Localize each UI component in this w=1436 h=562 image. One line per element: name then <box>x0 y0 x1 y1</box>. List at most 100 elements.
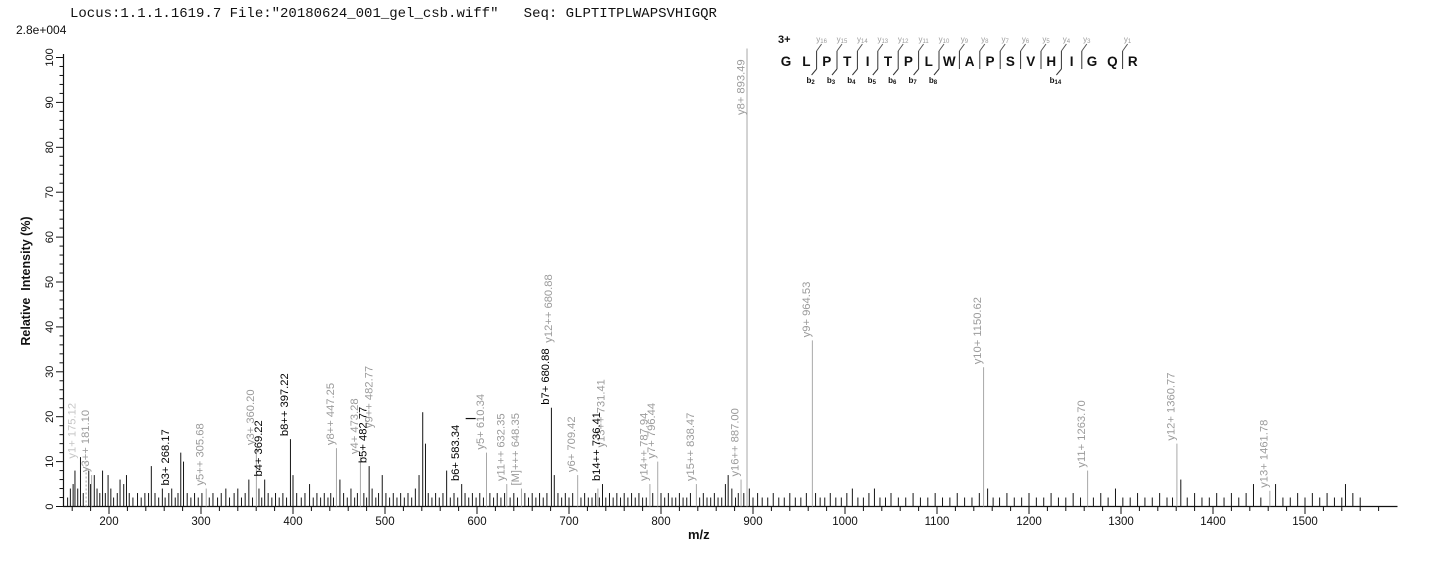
y-ion-slash <box>938 43 945 52</box>
x-axis-tick-label: 1400 <box>1200 516 1226 528</box>
peak-label-b3+: b3+ 268.17 <box>160 429 172 485</box>
y-ion-mark-y13: y13 <box>877 35 888 45</box>
y-axis-tick-label: 20 <box>44 411 56 423</box>
y-ion-mark-y14: y14 <box>857 35 868 45</box>
sequence-residue: G <box>781 54 792 69</box>
y-ion-slash <box>897 43 904 52</box>
peak-label-y5+: y5+ 610.34 <box>475 394 487 450</box>
x-axis-tick-label: 1000 <box>832 516 858 528</box>
peak-label-y13+: y13+ 1461.78 <box>1258 420 1270 488</box>
y-axis-tick-label: 90 <box>44 96 56 108</box>
intensity-scale-label: 2.8e+004 <box>16 23 67 37</box>
b-ion-mark-b6: b6 <box>888 76 897 86</box>
y-axis-tick-label: 0 <box>44 503 56 509</box>
sequence-residue: P <box>985 54 994 69</box>
peak-label-y5++: y5++ 305.68 <box>195 423 207 485</box>
b-ion-mark-b14: b14 <box>1050 76 1062 86</box>
peak-label-b7+: b7+ 680.88 <box>540 348 552 404</box>
precursor-charge-label: 3+ <box>778 34 791 46</box>
sequence-residue: P <box>904 54 913 69</box>
peak-label-b8++: b8++ 397.22 <box>279 373 291 436</box>
peak-label-b4+: b4+ 369.22 <box>253 420 265 476</box>
b-ion-mark-b2: b2 <box>806 76 815 86</box>
peak-label-b14++: b14++ 736.41 <box>591 412 603 481</box>
sequence-residue: W <box>943 54 956 69</box>
x-axis-tick-label: 600 <box>467 516 486 528</box>
x-axis-tick-label: 900 <box>743 516 762 528</box>
x-axis-tick-label: 300 <box>191 516 210 528</box>
sequence-residue: Q <box>1107 54 1118 69</box>
y-ion-slash <box>1040 43 1047 52</box>
sequence-residue: I <box>866 54 870 69</box>
peak-label-y1+: y1+ 175.12 <box>67 403 79 459</box>
peak-label-[M]+++: [M]+++ 648.35 <box>510 413 522 485</box>
y-axis-tick-label: 80 <box>44 141 56 153</box>
y-ion-mark-y6: y6 <box>1022 35 1030 45</box>
y-ion-slash <box>877 43 884 52</box>
y-ion-slash <box>856 43 863 52</box>
y-ion-slash <box>816 43 823 52</box>
y-axis-tick-label: 50 <box>44 276 56 288</box>
sequence-residue: H <box>1046 54 1056 69</box>
y-ion-slash <box>1081 43 1088 52</box>
b-ion-slash <box>892 68 899 76</box>
y-axis-tick-label: 10 <box>44 455 56 467</box>
peak-label-y15++: y15++ 838.47 <box>685 413 697 481</box>
x-axis-tick-label: 400 <box>283 516 302 528</box>
y-axis-tick-label: 30 <box>44 366 56 378</box>
peak-label-y12+: y12+ 1360.77 <box>1165 373 1177 441</box>
b-ion-mark-b3: b3 <box>827 76 836 86</box>
y-ion-mark-y9: y9 <box>961 35 969 45</box>
y-ion-mark-y11: y11 <box>918 35 929 45</box>
peak-label-b6+: b6+ 583.34 <box>450 425 462 481</box>
peak-label-y8++: y8++ 447.25 <box>325 383 337 445</box>
y-ion-mark-y15: y15 <box>837 35 848 45</box>
x-axis-tick-label: 500 <box>375 516 394 528</box>
y-ion-slash <box>999 43 1006 52</box>
b-ion-slash <box>872 68 879 76</box>
x-axis-title: m/z <box>688 527 710 542</box>
sequence-residue: A <box>965 54 975 69</box>
x-axis-tick-label: 1500 <box>1292 516 1318 528</box>
x-axis-tick-label: 1100 <box>925 516 950 528</box>
y-ion-mark-y12: y12 <box>898 35 909 45</box>
spectrum-title: Locus:1.1.1.1619.7 File:"20180624_001_ge… <box>70 6 717 22</box>
y-ion-mark-y1: y1 <box>1124 35 1132 45</box>
y-ion-mark-y16: y16 <box>816 35 827 45</box>
b-ion-mark-b4: b4 <box>847 76 856 86</box>
y-ion-slash <box>918 43 925 52</box>
x-axis-tick-label: 1200 <box>1016 516 1042 528</box>
sequence-residue: R <box>1128 54 1138 69</box>
y-ion-mark-y10: y10 <box>939 35 950 45</box>
peak-label-y3++: y3++ 181.10 <box>80 410 92 472</box>
peak-label-y7+: y7+ 796.44 <box>646 403 658 459</box>
y-ion-slash <box>958 43 965 52</box>
b-ion-slash <box>1056 68 1062 76</box>
y-axis-tick-label: 60 <box>44 231 56 243</box>
sequence-residue: S <box>1006 54 1015 69</box>
peak-label-y9+: y9+ 964.53 <box>801 282 813 338</box>
b-ion-mark-b7: b7 <box>908 76 917 86</box>
y-ion-slash <box>1020 43 1027 52</box>
peak-label-y11+: y11+ 1263.70 <box>1076 400 1088 467</box>
peak-label-y13++: y13++ 731.41 <box>595 379 607 447</box>
peak-label-y16++: y16++ 887.00 <box>730 408 742 476</box>
peak-label-y12++: y12++ 680.88 <box>543 274 555 342</box>
b-ion-slash <box>811 68 817 76</box>
b-ion-slash <box>852 68 858 76</box>
sequence-residue: T <box>843 54 852 69</box>
peak-label-y8+: y8+ 893.49 <box>736 59 748 115</box>
y-ion-slash <box>979 43 986 52</box>
y-ion-mark-y7: y7 <box>1002 35 1010 45</box>
peak-label-y4+: y4+ 473.28 <box>349 398 361 454</box>
y-ion-mark-y3: y3 <box>1083 35 1091 45</box>
peak-label-y3+: y3+ 360.20 <box>245 389 257 445</box>
sequence-residue: V <box>1026 54 1035 69</box>
y-ion-mark-y5: y5 <box>1042 35 1050 45</box>
peak-label-y6+: y6+ 709.42 <box>566 416 578 472</box>
y-ion-slash <box>1060 43 1067 52</box>
sequence-residue: P <box>822 54 831 69</box>
b-ion-slash <box>933 68 940 76</box>
x-axis-tick-label: 800 <box>651 516 670 528</box>
